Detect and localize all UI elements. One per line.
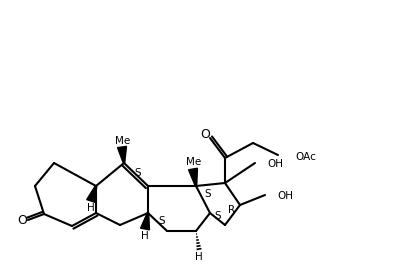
Polygon shape: [87, 186, 97, 202]
Polygon shape: [141, 213, 150, 230]
Text: S: S: [159, 216, 166, 226]
Text: H: H: [141, 231, 149, 241]
Text: Me: Me: [115, 136, 131, 146]
Text: S: S: [134, 168, 141, 178]
Text: H: H: [87, 203, 95, 213]
Polygon shape: [189, 168, 197, 186]
Text: H: H: [195, 252, 203, 262]
Text: OAc: OAc: [295, 152, 316, 162]
Polygon shape: [118, 146, 127, 163]
Text: S: S: [215, 211, 221, 221]
Text: R: R: [228, 205, 235, 215]
Text: O: O: [200, 127, 210, 140]
Text: O: O: [17, 215, 27, 227]
Text: OH: OH: [267, 159, 283, 169]
Text: OH: OH: [277, 191, 293, 201]
Text: Me: Me: [186, 157, 202, 167]
Text: S: S: [205, 189, 211, 199]
